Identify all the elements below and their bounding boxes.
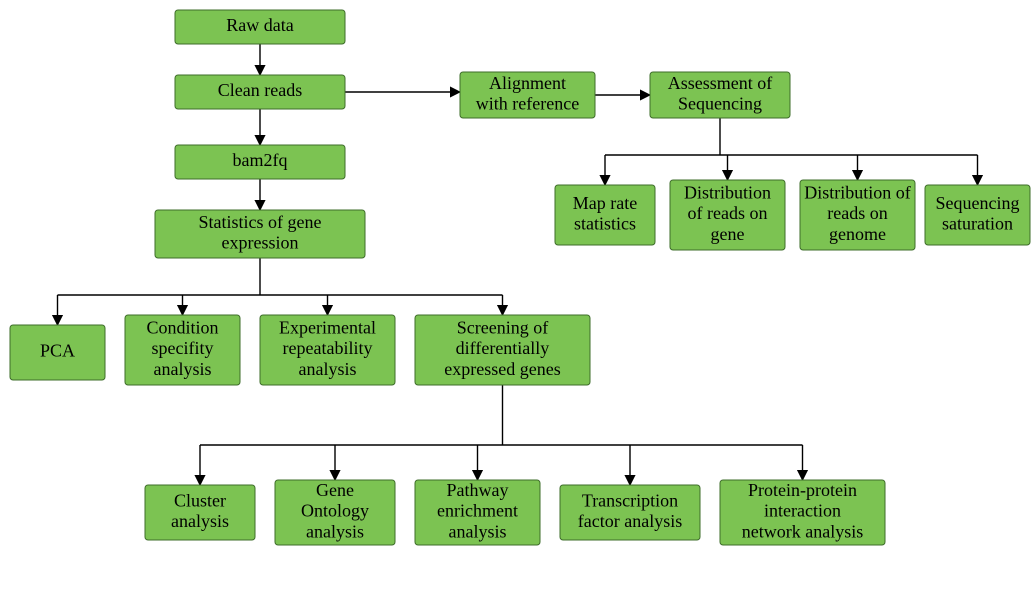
node-exprep-label-2: analysis [299, 359, 357, 379]
node-distgene-label-1: of reads on [688, 203, 768, 223]
node-seqsat-label-0: Sequencing [936, 193, 1020, 213]
node-ppi-label-1: interaction [764, 501, 841, 521]
node-stats-label-0: Statistics of gene [199, 212, 322, 232]
node-condspec: Conditionspecifityanalysis [125, 315, 240, 385]
node-degs: Screening ofdifferentiallyexpressed gene… [415, 315, 590, 385]
node-distgene: Distributionof reads ongene [670, 180, 785, 250]
node-distgenome: Distribution ofreads ongenome [800, 180, 915, 250]
node-bam2fq-label-0: bam2fq [233, 150, 288, 170]
node-distgene-label-2: gene [711, 224, 745, 244]
node-exprep: Experimentalrepeatabilityanalysis [260, 315, 395, 385]
node-align-label-0: Alignment [489, 73, 566, 93]
node-clean: Clean reads [175, 75, 345, 109]
node-clean-label-0: Clean reads [218, 80, 302, 100]
node-exprep-label-0: Experimental [279, 317, 376, 337]
node-assess-label-1: Sequencing [678, 93, 762, 113]
node-maprate-label-1: statistics [574, 213, 636, 233]
node-distgenome-label-2: genome [829, 224, 886, 244]
node-bam2fq: bam2fq [175, 145, 345, 179]
node-maprate: Map ratestatistics [555, 185, 655, 245]
node-ppi: Protein-proteininteractionnetwork analys… [720, 480, 885, 545]
node-assess: Assessment ofSequencing [650, 72, 790, 118]
node-degs-label-1: differentially [456, 338, 550, 358]
node-go-label-1: Ontology [301, 501, 369, 521]
node-distgenome-label-0: Distribution of [804, 182, 911, 202]
node-degs-label-0: Screening of [457, 317, 548, 337]
node-stats: Statistics of geneexpression [155, 210, 365, 258]
node-raw: Raw data [175, 10, 345, 44]
node-tf-label-1: factor analysis [578, 511, 682, 531]
node-tf: Transcriptionfactor analysis [560, 485, 700, 540]
node-distgenome-label-1: reads on [827, 203, 887, 223]
node-cluster-label-0: Cluster [174, 490, 226, 510]
node-pathway-label-1: enrichment [437, 501, 518, 521]
node-pathway: Pathwayenrichmentanalysis [415, 480, 540, 545]
node-pca-label-0: PCA [40, 341, 75, 361]
node-pca: PCA [10, 325, 105, 380]
node-tf-label-0: Transcription [582, 490, 678, 510]
node-stats-label-1: expression [222, 232, 299, 252]
node-pathway-label-0: Pathway [447, 480, 509, 500]
node-raw-label-0: Raw data [226, 15, 293, 35]
node-assess-label-0: Assessment of [668, 73, 773, 93]
node-go-label-0: Gene [316, 480, 354, 500]
node-cluster-label-1: analysis [171, 511, 229, 531]
flowchart: Raw data Clean reads Alignmentwith referen… [0, 0, 1034, 596]
node-pathway-label-2: analysis [449, 521, 507, 541]
node-condspec-label-2: analysis [154, 359, 212, 379]
node-condspec-label-0: Condition [146, 317, 218, 337]
node-align-label-1: with reference [476, 93, 579, 113]
node-ppi-label-0: Protein-protein [748, 480, 857, 500]
node-go: GeneOntologyanalysis [275, 480, 395, 545]
node-seqsat: Sequencingsaturation [925, 185, 1030, 245]
node-seqsat-label-1: saturation [942, 213, 1013, 233]
node-cluster: Clusteranalysis [145, 485, 255, 540]
node-condspec-label-1: specifity [152, 338, 214, 358]
node-align: Alignmentwith reference [460, 72, 595, 118]
node-distgene-label-0: Distribution [684, 182, 771, 202]
node-maprate-label-0: Map rate [573, 193, 637, 213]
node-ppi-label-2: network analysis [742, 521, 863, 541]
node-exprep-label-1: repeatability [283, 338, 373, 358]
node-degs-label-2: expressed genes [444, 359, 560, 379]
node-go-label-2: analysis [306, 521, 364, 541]
